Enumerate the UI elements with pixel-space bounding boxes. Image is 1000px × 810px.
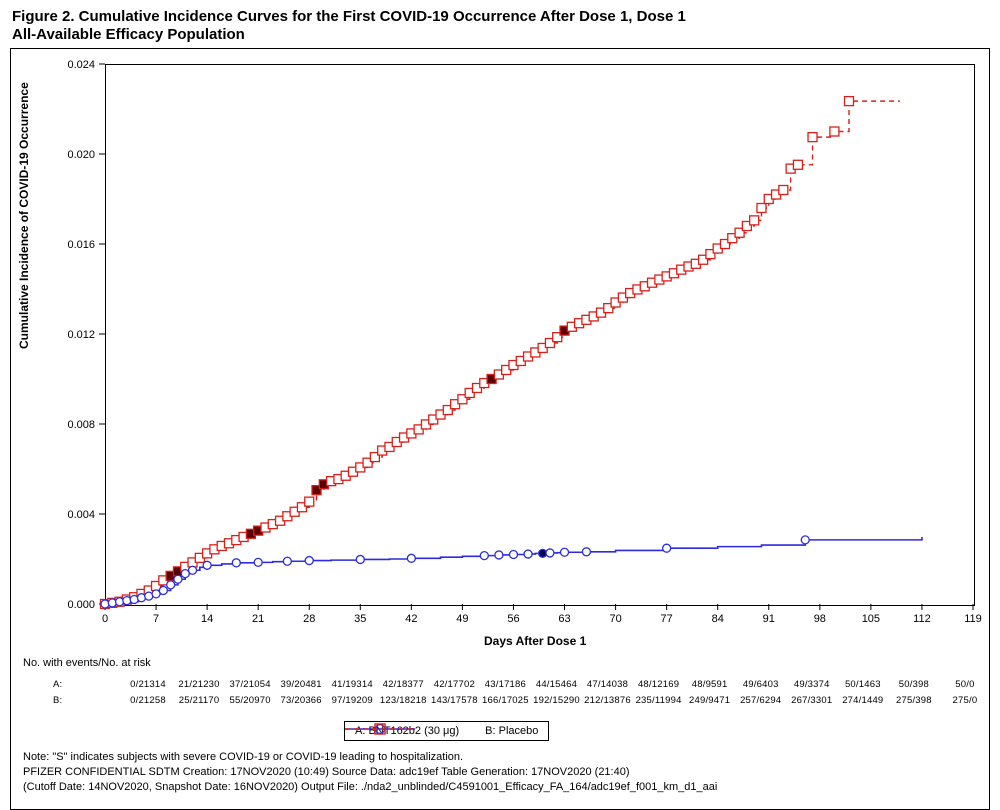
svg-text:0.020: 0.020 [67, 149, 95, 161]
svg-text:63: 63 [558, 613, 570, 625]
svg-text:0.000: 0.000 [67, 599, 95, 611]
svg-text:0: 0 [102, 613, 108, 625]
footnote-2: PFIZER CONFIDENTIAL SDTM Creation: 17NOV… [23, 766, 977, 778]
svg-text:105: 105 [862, 613, 880, 625]
svg-text:7: 7 [153, 613, 159, 625]
svg-text:112: 112 [913, 613, 931, 625]
svg-text:0.012: 0.012 [67, 329, 95, 341]
legend: A: BNT162b2 (30 μg) B: Placebo [344, 721, 549, 741]
svg-text:0.004: 0.004 [67, 509, 95, 521]
svg-text:98: 98 [814, 613, 826, 625]
figure-title-1: Figure 2. Cumulative Incidence Curves fo… [12, 8, 686, 25]
svg-text:21: 21 [252, 613, 264, 625]
svg-text:42: 42 [405, 613, 417, 625]
risk-table-title: No. with events/No. at risk [23, 657, 977, 669]
svg-text:0.008: 0.008 [67, 419, 95, 431]
footnote-1: Note: "S" indicates subjects with severe… [23, 751, 977, 763]
x-axis-label: Days After Dose 1 [484, 634, 586, 648]
figure-title-2: All-Available Efficacy Population [12, 26, 245, 43]
svg-text:28: 28 [303, 613, 315, 625]
chart-panel: Cumulative Incidence of COVID-19 Occurre… [10, 48, 990, 810]
risk-row-a: A:0/2131421/2123037/2105439/2048141/1931… [53, 679, 81, 690]
svg-text:56: 56 [507, 613, 519, 625]
svg-text:0.016: 0.016 [67, 239, 95, 251]
svg-text:77: 77 [661, 613, 673, 625]
svg-text:119: 119 [964, 613, 982, 625]
svg-text:84: 84 [712, 613, 724, 625]
svg-text:0.024: 0.024 [67, 59, 95, 71]
legend-label-b: B: Placebo [485, 725, 538, 737]
footnote-3: (Cutoff Date: 14NOV2020, Snapshot Date: … [23, 781, 977, 793]
svg-text:14: 14 [201, 613, 213, 625]
svg-text:91: 91 [763, 613, 775, 625]
legend-swatch-b [345, 722, 415, 736]
legend-item-b: B: Placebo [485, 725, 538, 737]
svg-text:35: 35 [354, 613, 366, 625]
risk-row-b: B:0/2125825/2117055/2097073/2036697/1920… [53, 695, 81, 706]
svg-text:70: 70 [609, 613, 621, 625]
svg-text:49: 49 [456, 613, 468, 625]
